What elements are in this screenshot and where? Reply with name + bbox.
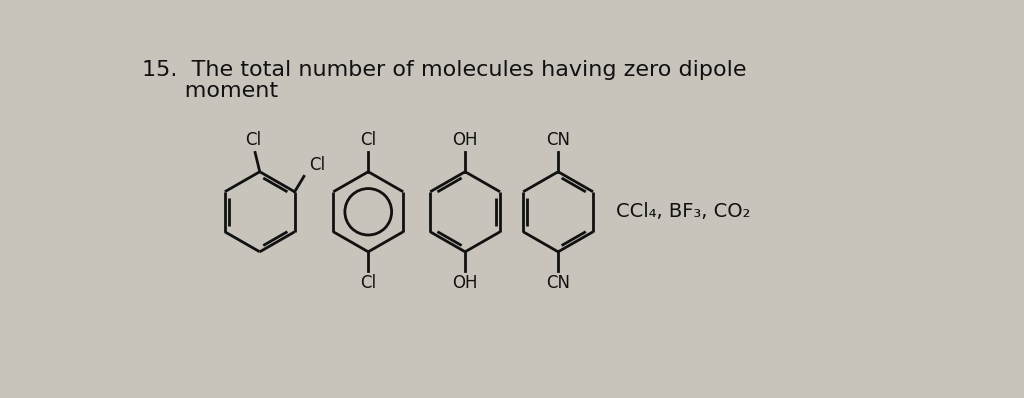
Text: OH: OH: [453, 131, 478, 149]
Text: Cl: Cl: [360, 131, 376, 149]
Text: 15.  The total number of molecules having zero dipole: 15. The total number of molecules having…: [142, 60, 746, 80]
Text: moment: moment: [142, 81, 279, 101]
Text: Cl: Cl: [360, 274, 376, 292]
Text: Cl: Cl: [245, 131, 261, 149]
Text: CN: CN: [546, 131, 570, 149]
Text: OH: OH: [453, 274, 478, 292]
Text: Cl: Cl: [309, 156, 326, 174]
Text: CCl₄, BF₃, CO₂: CCl₄, BF₃, CO₂: [616, 202, 751, 221]
Text: CN: CN: [546, 274, 570, 292]
